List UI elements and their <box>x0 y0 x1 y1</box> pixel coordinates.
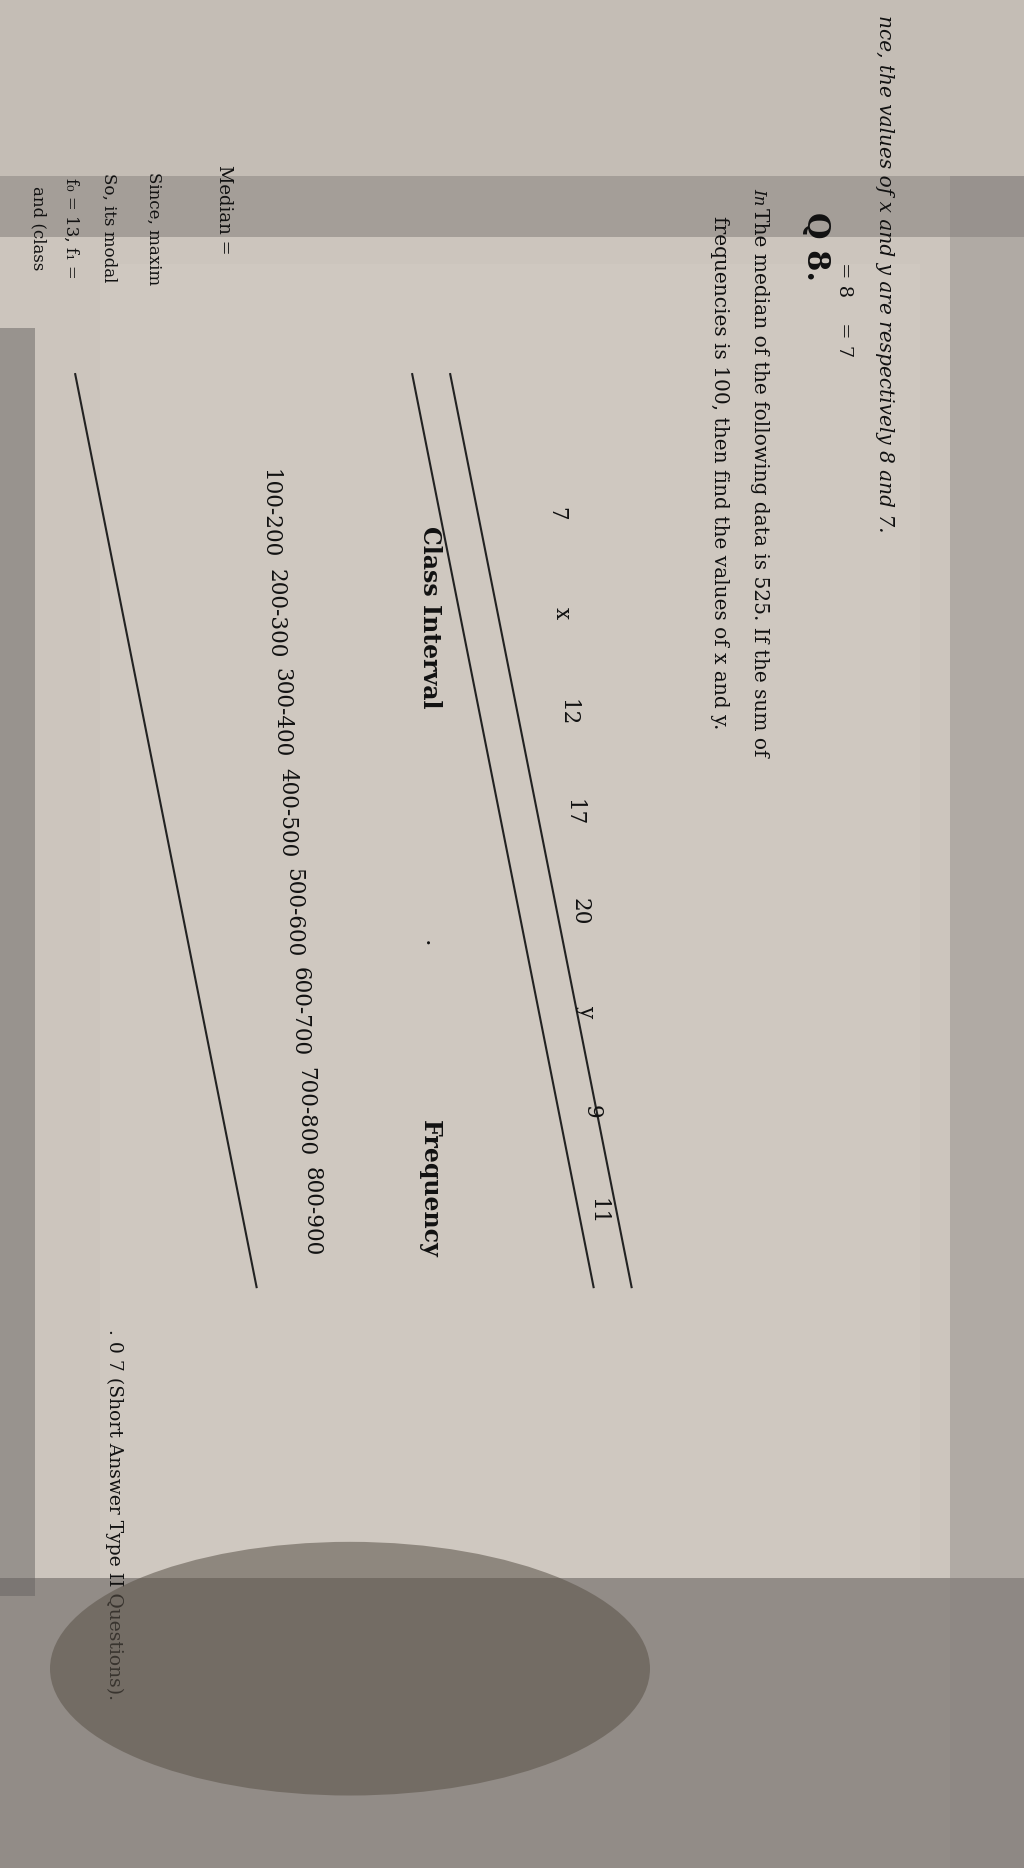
Text: . 0 7 (Short Answer Type II Questions).: . 0 7 (Short Answer Type II Questions). <box>105 1330 123 1700</box>
Bar <box>950 176 1024 1868</box>
Text: = 8    = 7: = 8 = 7 <box>835 262 853 357</box>
Text: Since, maxim: Since, maxim <box>145 172 162 284</box>
Text: The median of the following data is 525. If the sum of: The median of the following data is 525.… <box>750 207 769 757</box>
Text: and (class: and (class <box>30 187 47 271</box>
Bar <box>0 176 1024 237</box>
Text: 7: 7 <box>545 506 567 521</box>
Bar <box>0 327 35 1595</box>
Ellipse shape <box>50 1541 650 1795</box>
Text: 20: 20 <box>568 899 591 927</box>
Text: f₀ = 13, f₁ =: f₀ = 13, f₁ = <box>62 177 79 278</box>
Text: 9: 9 <box>581 1104 602 1119</box>
Text: 100-200: 100-200 <box>259 469 281 559</box>
Text: 200-300: 200-300 <box>265 568 287 658</box>
Bar <box>0 1578 1024 1868</box>
Text: y: y <box>574 1005 597 1018</box>
Text: 700-800: 700-800 <box>295 1067 316 1156</box>
Text: 12: 12 <box>557 699 579 727</box>
Text: nce, the values of x and y are respectively 8 and 7.: nce, the values of x and y are respectiv… <box>874 15 894 532</box>
Text: 500-600: 500-600 <box>283 867 304 956</box>
Bar <box>100 265 920 1578</box>
Text: frequencies is 100, then find the values of x and y.: frequencies is 100, then find the values… <box>710 217 729 729</box>
Text: Class Interval: Class Interval <box>418 527 442 710</box>
Text: Frequency: Frequency <box>418 1119 442 1257</box>
Text: 11: 11 <box>587 1197 608 1225</box>
Text: In: In <box>750 189 767 205</box>
Text: Median =: Median = <box>215 164 233 254</box>
Text: .: . <box>419 940 441 947</box>
Text: Q 8.: Q 8. <box>800 211 831 280</box>
Text: 600-700: 600-700 <box>289 968 310 1057</box>
Text: So, its modal: So, its modal <box>100 174 117 282</box>
Text: 300-400: 300-400 <box>270 669 293 757</box>
Text: x: x <box>551 607 572 620</box>
Text: 17: 17 <box>562 800 585 826</box>
Text: 400-500: 400-500 <box>276 768 299 857</box>
Text: 800-900: 800-900 <box>300 1166 323 1255</box>
